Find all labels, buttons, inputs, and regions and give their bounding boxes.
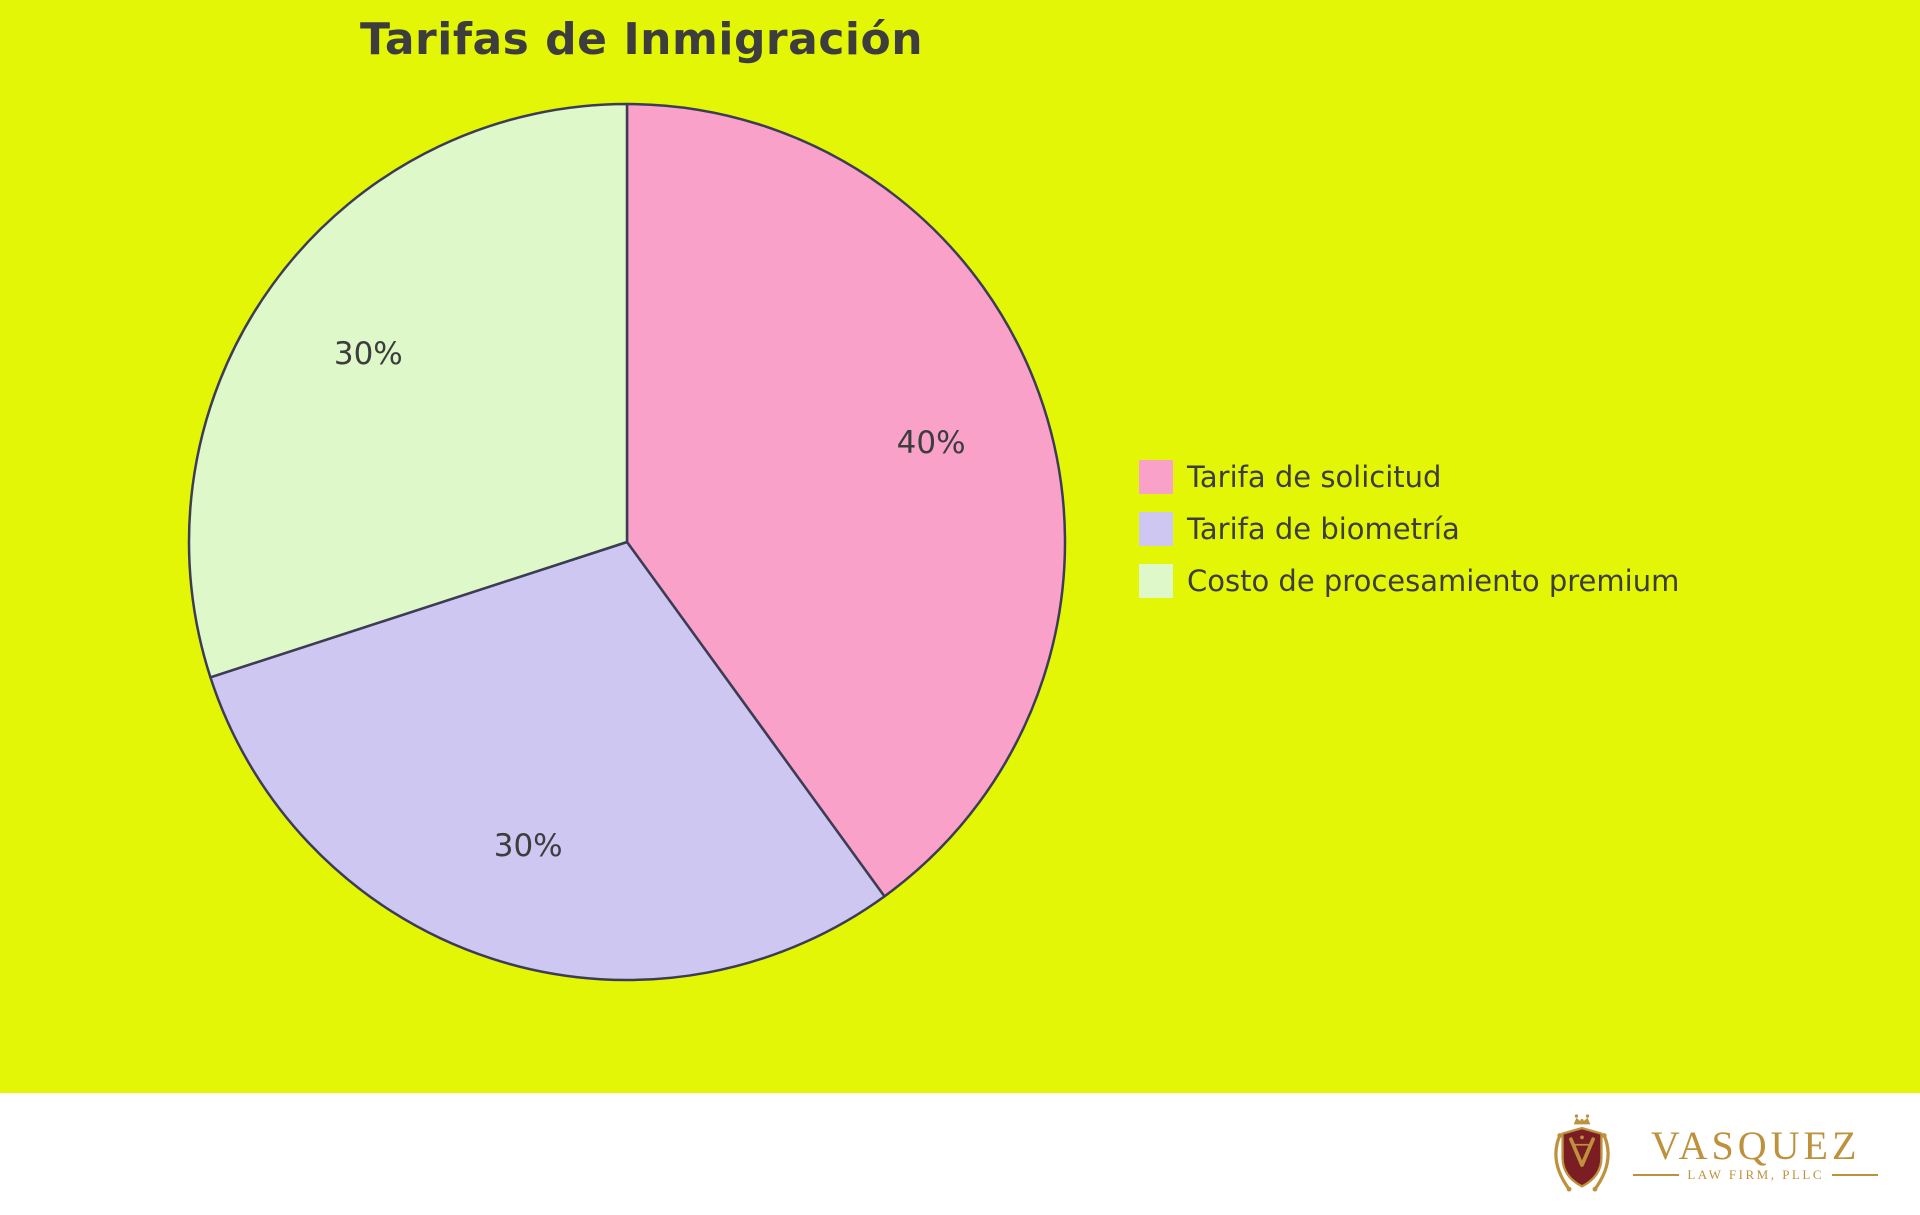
legend-item: Tarifa de biometría <box>1139 512 1679 546</box>
pie-chart: 40% 30% 30% <box>187 102 1067 982</box>
logo-text: VASQUEZ LAW FIRM, PLLC <box>1633 1125 1878 1183</box>
chart-title: Tarifas de Inmigración <box>360 14 924 65</box>
logo-rule-right <box>1832 1174 1878 1176</box>
legend-label: Tarifa de biometría <box>1187 512 1460 546</box>
vasquez-law-firm-logo: VASQUEZ LAW FIRM, PLLC <box>1545 1111 1878 1197</box>
legend-swatch <box>1139 564 1173 598</box>
logo-subtitle-row: LAW FIRM, PLLC <box>1633 1167 1878 1183</box>
pie-chart-area: Tarifas de Inmigración 40% 30% 30% Tarifa … <box>0 0 1920 1093</box>
pie-slice-percent-label: 30% <box>334 336 403 372</box>
legend-swatch <box>1139 460 1173 494</box>
logo-name: VASQUEZ <box>1650 1123 1861 1168</box>
pie-slice-1 <box>209 540 886 982</box>
legend-label: Tarifa de solicitud <box>1187 460 1442 494</box>
footer-bar: VASQUEZ LAW FIRM, PLLC <box>0 1093 1920 1215</box>
legend-item: Tarifa de solicitud <box>1139 460 1679 494</box>
legend-label: Costo de procesamiento premium <box>1187 564 1680 598</box>
legend-item: Costo de procesamiento premium <box>1139 564 1679 598</box>
legend-swatch <box>1139 512 1173 546</box>
pie-slice-2 <box>187 102 629 679</box>
law-firm-crest-icon <box>1554 1114 1611 1192</box>
logo-subtitle: LAW FIRM, PLLC <box>1687 1167 1824 1182</box>
pie-slice-percent-label: 40% <box>897 425 966 461</box>
pie-slice-percent-label: 30% <box>494 828 563 864</box>
chart-legend: Tarifa de solicitud Tarifa de biometría … <box>1139 460 1679 598</box>
pie-slice-0 <box>625 102 1067 898</box>
logo-rule-left <box>1633 1174 1680 1176</box>
